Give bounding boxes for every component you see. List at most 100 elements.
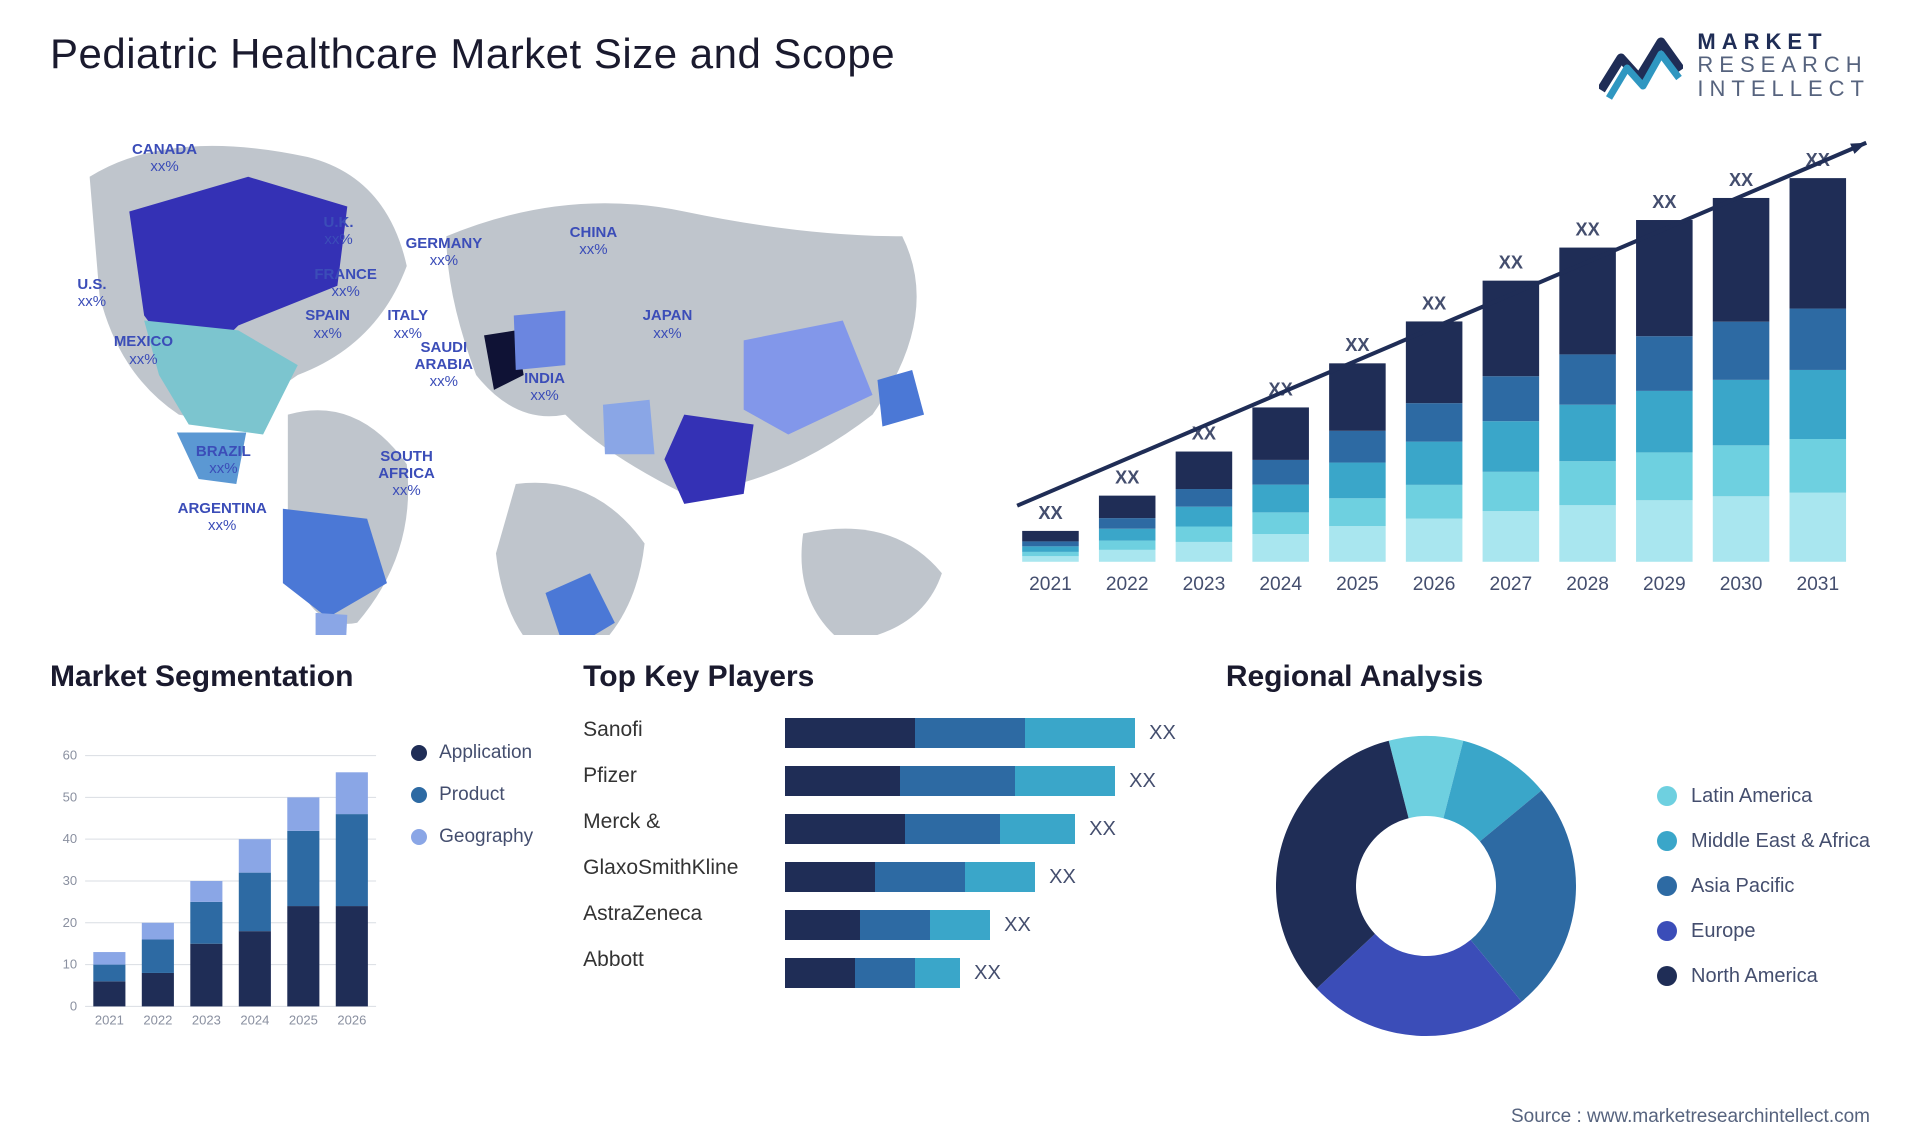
player-bar-segment bbox=[1015, 766, 1115, 796]
player-value: XX bbox=[1004, 914, 1031, 937]
regional-title: Regional Analysis bbox=[1226, 660, 1870, 694]
legend-item: Asia Pacific bbox=[1657, 875, 1870, 898]
regional-donut bbox=[1226, 726, 1627, 1046]
player-bar bbox=[785, 862, 1035, 892]
legend-label: Latin America bbox=[1691, 785, 1812, 808]
player-bar bbox=[785, 958, 960, 988]
page-title: Pediatric Healthcare Market Size and Sco… bbox=[50, 30, 895, 78]
svg-text:40: 40 bbox=[63, 831, 78, 846]
logo-line3: INTELLECT bbox=[1697, 77, 1870, 100]
svg-text:2028: 2028 bbox=[1566, 574, 1609, 595]
svg-text:XX: XX bbox=[1729, 170, 1753, 190]
player-bar bbox=[785, 814, 1075, 844]
player-bar-segment bbox=[915, 958, 960, 988]
player-bar-segment bbox=[965, 862, 1035, 892]
player-bar bbox=[785, 718, 1135, 748]
svg-text:XX: XX bbox=[1422, 293, 1446, 313]
world-map bbox=[50, 115, 962, 635]
map-label: ITALYxx% bbox=[387, 307, 428, 342]
legend-label: Application bbox=[439, 742, 532, 764]
svg-text:XX: XX bbox=[1498, 253, 1522, 273]
player-name: Abbott bbox=[583, 948, 763, 972]
key-players-panel: Top Key Players SanofiPfizerMerck &Glaxo… bbox=[583, 660, 1176, 1060]
world-map-panel: CANADAxx%U.S.xx%MEXICOxx%BRAZILxx%ARGENT… bbox=[50, 115, 962, 635]
player-value: XX bbox=[1149, 722, 1176, 745]
svg-text:2026: 2026 bbox=[1413, 574, 1456, 595]
player-bar-segment bbox=[875, 862, 965, 892]
player-name: Merck & bbox=[583, 810, 763, 834]
svg-text:XX: XX bbox=[1345, 335, 1369, 355]
svg-text:60: 60 bbox=[63, 748, 78, 763]
segmentation-title: Market Segmentation bbox=[50, 660, 533, 694]
legend-item: Latin America bbox=[1657, 785, 1870, 808]
legend-swatch bbox=[1657, 966, 1677, 986]
regional-panel: Regional Analysis Latin America Middle Ea… bbox=[1226, 660, 1870, 1060]
svg-text:2025: 2025 bbox=[1336, 574, 1379, 595]
legend-item: Application bbox=[411, 742, 533, 764]
svg-text:2025: 2025 bbox=[289, 1012, 318, 1027]
logo-line2: RESEARCH bbox=[1697, 53, 1870, 76]
legend-swatch bbox=[411, 829, 427, 845]
legend-label: Geography bbox=[439, 826, 533, 848]
svg-text:XX: XX bbox=[1115, 468, 1139, 488]
key-players-names: SanofiPfizerMerck &GlaxoSmithKlineAstraZ… bbox=[583, 712, 763, 1060]
player-value: XX bbox=[1049, 866, 1076, 889]
svg-text:2023: 2023 bbox=[1182, 574, 1225, 595]
player-bar-segment bbox=[785, 766, 900, 796]
player-bar-segment bbox=[785, 718, 915, 748]
map-label: JAPANxx% bbox=[643, 307, 693, 342]
player-bar-segment bbox=[860, 910, 930, 940]
brand-logo: MARKET RESEARCH INTELLECT bbox=[1599, 30, 1870, 100]
key-players-bars: XXXXXXXXXXXX bbox=[785, 712, 1176, 1060]
map-label: U.K.xx% bbox=[324, 214, 354, 249]
player-bar-segment bbox=[785, 814, 905, 844]
svg-text:2030: 2030 bbox=[1719, 574, 1762, 595]
svg-text:30: 30 bbox=[63, 873, 78, 888]
header: Pediatric Healthcare Market Size and Sco… bbox=[50, 30, 1870, 100]
segmentation-legend: Application Product Geography bbox=[411, 742, 533, 1060]
player-bar-segment bbox=[905, 814, 1000, 844]
legend-swatch bbox=[1657, 831, 1677, 851]
player-bar-segment bbox=[1000, 814, 1075, 844]
svg-text:2027: 2027 bbox=[1489, 574, 1532, 595]
svg-text:2021: 2021 bbox=[1029, 574, 1072, 595]
legend-label: Europe bbox=[1691, 920, 1756, 943]
player-bar bbox=[785, 766, 1115, 796]
svg-text:0: 0 bbox=[70, 998, 77, 1013]
player-bar-segment bbox=[785, 958, 855, 988]
svg-text:XX: XX bbox=[1575, 219, 1599, 239]
player-bar-row: XX bbox=[785, 814, 1176, 844]
player-bar-row: XX bbox=[785, 910, 1176, 940]
legend-label: North America bbox=[1691, 965, 1818, 988]
map-label: CHINAxx% bbox=[570, 224, 618, 259]
legend-label: Middle East & Africa bbox=[1691, 830, 1870, 853]
bottom-row: Market Segmentation 01020304050602021202… bbox=[50, 660, 1870, 1060]
svg-text:10: 10 bbox=[63, 957, 78, 972]
map-label: SAUDIARABIAxx% bbox=[415, 339, 473, 391]
legend-item: North America bbox=[1657, 965, 1870, 988]
map-label: BRAZILxx% bbox=[196, 443, 251, 478]
svg-text:2029: 2029 bbox=[1643, 574, 1686, 595]
map-label: ARGENTINAxx% bbox=[178, 500, 267, 535]
regional-legend: Latin America Middle East & Africa Asia Pa… bbox=[1657, 785, 1870, 988]
player-name: AstraZeneca bbox=[583, 902, 763, 926]
svg-text:2026: 2026 bbox=[337, 1012, 366, 1027]
legend-label: Product bbox=[439, 784, 504, 806]
player-bar-row: XX bbox=[785, 862, 1176, 892]
legend-swatch bbox=[1657, 921, 1677, 941]
player-bar-segment bbox=[1025, 718, 1135, 748]
svg-text:2031: 2031 bbox=[1796, 574, 1839, 595]
svg-text:2022: 2022 bbox=[143, 1012, 172, 1027]
player-bar-row: XX bbox=[785, 958, 1176, 988]
svg-text:2024: 2024 bbox=[240, 1012, 269, 1027]
map-label: CANADAxx% bbox=[132, 141, 197, 176]
map-label: SOUTHAFRICAxx% bbox=[378, 448, 435, 500]
player-bar-segment bbox=[785, 862, 875, 892]
map-label: U.S.xx% bbox=[77, 276, 106, 311]
player-bar-segment bbox=[915, 718, 1025, 748]
player-bar-row: XX bbox=[785, 718, 1176, 748]
legend-item: Europe bbox=[1657, 920, 1870, 943]
legend-swatch bbox=[1657, 876, 1677, 896]
player-bar-segment bbox=[785, 910, 860, 940]
player-value: XX bbox=[974, 962, 1001, 985]
